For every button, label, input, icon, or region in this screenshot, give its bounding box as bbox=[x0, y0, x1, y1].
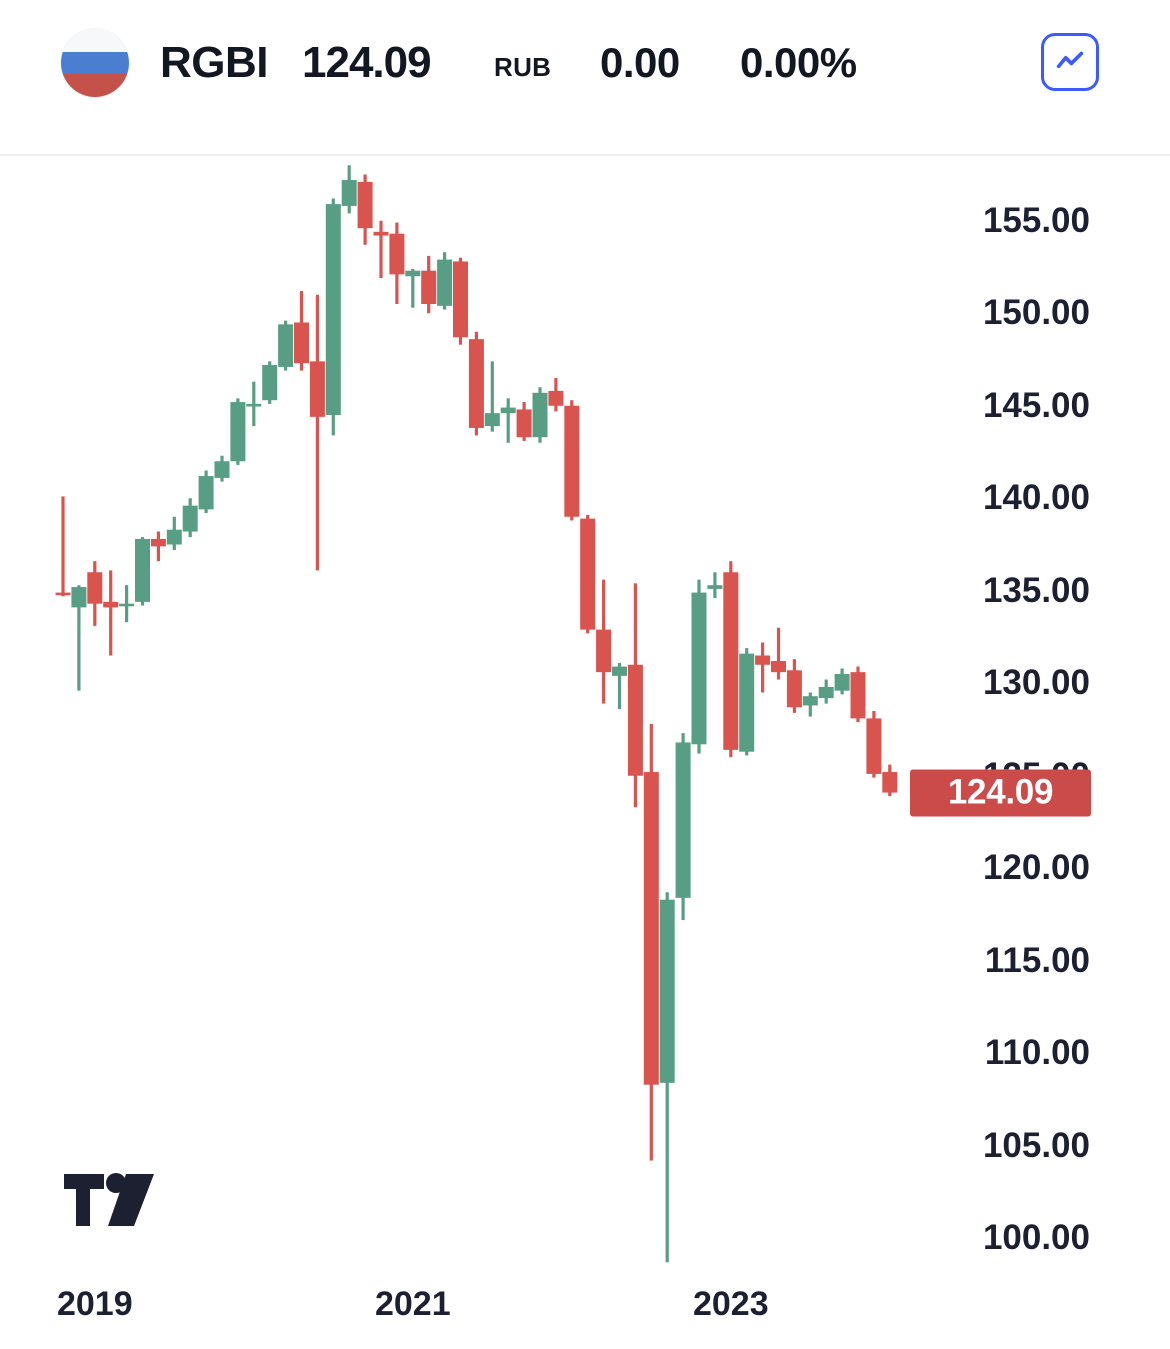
candle bbox=[135, 537, 150, 606]
candle bbox=[278, 320, 294, 371]
candle bbox=[834, 668, 850, 695]
candle bbox=[389, 222, 405, 304]
candle bbox=[580, 514, 596, 634]
candle bbox=[421, 255, 437, 314]
price-change: 0.00 bbox=[600, 39, 680, 86]
tradingview-logo[interactable] bbox=[64, 1172, 160, 1228]
candle bbox=[166, 516, 182, 551]
time-axis-label: 2019 bbox=[56, 1285, 133, 1323]
candle bbox=[882, 764, 898, 797]
candle bbox=[198, 470, 214, 514]
candle bbox=[246, 381, 262, 427]
candle bbox=[532, 387, 548, 443]
candle bbox=[103, 570, 119, 656]
candle bbox=[850, 666, 866, 723]
candle bbox=[802, 692, 818, 717]
candle bbox=[755, 642, 771, 693]
candlestick-series bbox=[55, 165, 898, 1263]
last-price: 124.09 bbox=[302, 38, 432, 87]
candle bbox=[405, 268, 421, 308]
candle bbox=[612, 662, 627, 710]
symbol-header: RGBI 124.09 RUB 0.00 0.00% bbox=[0, 0, 1170, 156]
candle bbox=[230, 398, 246, 465]
candle bbox=[214, 455, 230, 482]
candle bbox=[325, 198, 341, 436]
candle bbox=[548, 378, 564, 412]
candle bbox=[596, 579, 612, 704]
candle bbox=[484, 361, 500, 432]
candle bbox=[675, 733, 691, 921]
candle bbox=[500, 398, 516, 443]
open-chart-button[interactable] bbox=[1041, 33, 1099, 91]
time-axis-label: 2021 bbox=[374, 1285, 451, 1323]
candle bbox=[468, 331, 484, 436]
price-change-percent: 0.00% bbox=[740, 39, 857, 86]
line-chart-icon bbox=[1056, 51, 1084, 69]
candle bbox=[373, 220, 389, 279]
candle bbox=[707, 572, 723, 599]
candle bbox=[866, 711, 882, 778]
candle bbox=[564, 400, 580, 521]
candle bbox=[357, 174, 373, 245]
candle bbox=[87, 561, 103, 626]
candlestick-plot-area[interactable] bbox=[0, 156, 1170, 1266]
candle bbox=[659, 892, 675, 1263]
candle bbox=[150, 531, 166, 562]
candle bbox=[341, 165, 357, 214]
time-axis: 2019 2021 2023 bbox=[0, 1285, 1170, 1335]
candle bbox=[739, 648, 755, 756]
candle bbox=[643, 723, 659, 1161]
candle bbox=[786, 659, 802, 713]
candle bbox=[818, 679, 834, 704]
candle bbox=[182, 498, 198, 538]
currency-label: RUB bbox=[494, 52, 552, 82]
candle bbox=[71, 585, 87, 691]
candle bbox=[691, 579, 707, 754]
candle bbox=[453, 257, 468, 345]
time-axis-label: 2023 bbox=[692, 1285, 769, 1323]
candle bbox=[294, 291, 309, 371]
russia-flag-icon bbox=[61, 29, 129, 97]
symbol-name: RGBI bbox=[160, 38, 269, 87]
candle bbox=[516, 402, 532, 441]
candle bbox=[627, 583, 643, 808]
candle bbox=[437, 252, 453, 310]
candle bbox=[119, 585, 135, 623]
candle bbox=[55, 496, 71, 597]
candle bbox=[723, 561, 739, 758]
candle bbox=[262, 361, 278, 404]
candle bbox=[771, 627, 786, 680]
candle bbox=[309, 294, 325, 571]
